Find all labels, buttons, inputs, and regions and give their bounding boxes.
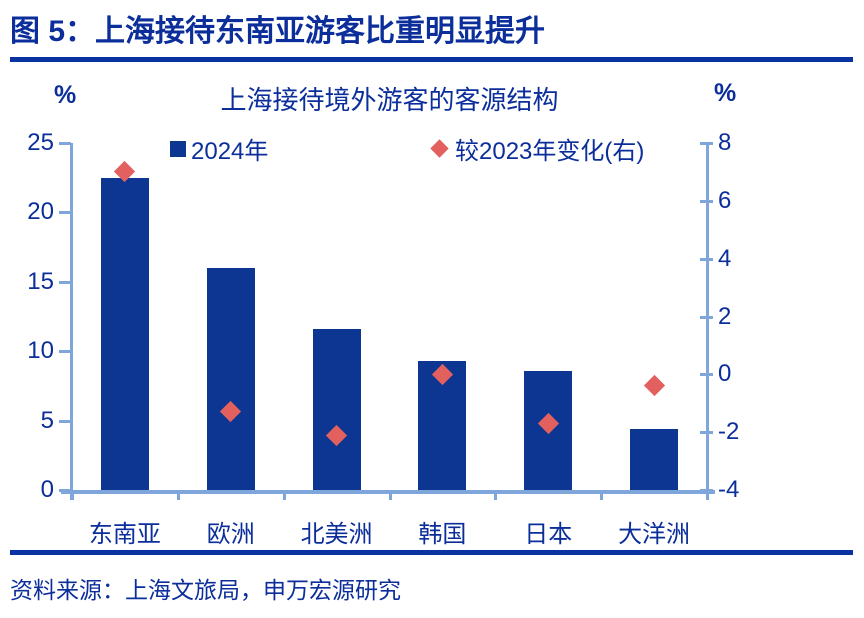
left-axis-tick [59,489,71,492]
right-axis-line [706,143,709,500]
right-axis-tick [700,142,713,145]
right-axis-tick-label: -4 [718,476,740,503]
right-axis-tick [700,199,713,203]
right-axis-tick [700,315,713,319]
right-axis-tick-label: 4 [718,244,732,272]
right-axis-tick [700,373,713,377]
x-axis-tick [176,490,180,500]
source-note: 资料来源：上海文旅局，申万宏源研究 [10,577,401,603]
right-axis-tick-label: 6 [718,186,732,214]
bar-北美洲 [312,328,361,490]
legend-item-diamond-series: 较2023年变化(右) [430,131,644,166]
diamond-marker-大洋洲 [643,375,665,397]
left-axis-tick [59,419,71,423]
legend-item-bar-series: 2024年 [170,131,268,166]
diamond-series-marker-icon [430,139,449,158]
left-axis-line [70,143,73,500]
x-axis-line [61,490,715,494]
x-axis-tick [494,490,498,500]
left-axis-tick [59,350,71,354]
bar-series-marker-icon [170,140,186,157]
category-label-韩国: 韩国 [418,521,467,548]
left-axis-tick-label: 15 [27,267,54,295]
x-axis-tick [600,490,604,500]
right-axis-tick-label: 0 [718,360,732,388]
left-axis-tick [59,280,71,284]
category-label-东南亚: 东南亚 [88,521,161,548]
x-axis-tick [388,490,392,500]
figure-title: 图 5：上海接待东南亚游客比重明显提升 [10,15,546,48]
right-axis-tick-label: -2 [718,418,740,446]
left-axis-tick-label: 5 [40,406,54,434]
legend-label-bar-series: 2024年 [191,138,269,165]
x-axis-tick [282,490,286,500]
left-axis-tick-label: 20 [27,198,54,226]
left-axis-tick [59,142,71,145]
left-axis-tick-label: 25 [27,129,54,156]
right-axis-tick [700,257,713,261]
left-axis-tick [59,211,71,215]
right-axis-tick [700,431,713,435]
chart: 上海接待境外游客的客源结构 % % 2024年 较2023年变化(右) 0 5 10… [27,79,740,548]
category-label-欧洲: 欧洲 [206,521,255,548]
right-axis-tick-label: 8 [718,129,732,156]
category-label-日本: 日本 [524,521,573,548]
category-label-大洋洲: 大洋洲 [618,521,691,548]
chart-title: 上海接待境外游客的客源结构 [220,85,559,115]
title-underline [10,57,853,62]
bar-东南亚 [100,177,149,490]
right-axis-unit-label: % [714,79,737,107]
x-axis-tick [706,490,709,500]
right-axis-tick-label: 2 [718,302,732,330]
left-axis-tick-label: 0 [40,476,54,503]
category-label-北美洲: 北美洲 [300,521,373,548]
left-axis-unit-label: % [54,81,77,109]
bar-欧洲 [206,267,255,490]
legend-label-diamond-series: 较2023年变化(右) [455,138,645,165]
x-axis-tick [71,490,74,500]
bar-大洋洲 [630,428,679,490]
bottom-divider [10,550,853,555]
left-axis-tick-label: 10 [27,337,54,365]
